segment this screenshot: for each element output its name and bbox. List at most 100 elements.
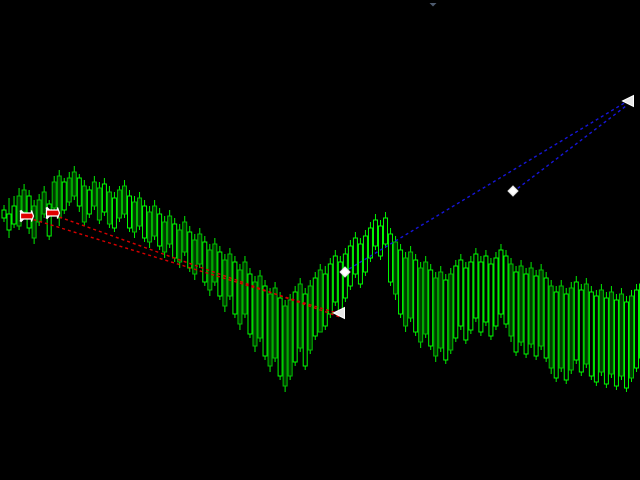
candle-body	[337, 261, 343, 313]
candle-body	[262, 285, 268, 357]
candle-body	[558, 285, 564, 369]
candle-body	[593, 295, 599, 383]
candle-body	[317, 269, 323, 333]
candle-body	[528, 267, 534, 345]
sell-signal-arrow-1[interactable]	[19, 209, 35, 223]
candle-body	[357, 243, 363, 285]
support-line-main[interactable]	[343, 101, 627, 273]
candle-body	[227, 253, 233, 297]
candle-body	[162, 221, 168, 253]
candle-body	[277, 297, 283, 377]
cursor-artifact-layer	[429, 3, 437, 7]
candle-body	[438, 271, 444, 349]
candle-body	[543, 277, 549, 359]
candle-body	[232, 261, 238, 315]
candle-body	[86, 189, 92, 215]
candle-body	[634, 289, 640, 369]
candle-body	[121, 185, 127, 215]
candle-body	[398, 249, 404, 315]
candle-body	[629, 295, 634, 379]
candle-body	[11, 205, 17, 225]
anchor-triangle-left-2[interactable]	[621, 94, 634, 108]
candle-body	[127, 195, 132, 229]
candle-body	[553, 291, 559, 379]
candle-body	[187, 231, 193, 269]
candle-body	[287, 299, 293, 377]
candle-body	[468, 261, 474, 331]
candle-body	[598, 289, 604, 373]
candle-body	[453, 265, 459, 339]
candle-body	[222, 259, 228, 307]
candle-body	[362, 235, 368, 273]
candle-body	[307, 285, 313, 351]
trendline-overlay-layer[interactable]	[21, 101, 627, 318]
sell-signal-arrow-2[interactable]	[45, 206, 61, 220]
candle-body	[413, 259, 419, 333]
candle-body	[132, 201, 138, 233]
candle-body	[247, 273, 253, 335]
buy-signal-node-1[interactable]	[339, 266, 351, 278]
candle-body	[237, 269, 243, 325]
candle-body	[433, 277, 439, 357]
candle-body	[21, 189, 27, 213]
candle-body	[192, 239, 198, 275]
candle-body	[383, 217, 389, 245]
signal-marker-layer[interactable]	[19, 94, 634, 320]
candle-body	[418, 267, 424, 343]
candle-body	[608, 291, 614, 375]
candle-body	[518, 265, 524, 343]
candle-body	[81, 185, 87, 223]
candle-body	[588, 291, 594, 377]
candle-body	[56, 175, 62, 219]
candle-body	[393, 241, 399, 295]
candle-body	[292, 291, 298, 363]
candle-body	[91, 181, 97, 207]
candle-body	[71, 171, 77, 197]
resistance-line-lower[interactable]	[47, 212, 341, 318]
candle-body	[493, 257, 499, 327]
candle-body	[388, 233, 394, 283]
candle-body	[26, 195, 32, 229]
candle-body	[508, 263, 514, 337]
candle-body	[76, 177, 82, 207]
candle-body	[498, 249, 504, 315]
anchor-triangle-left-1[interactable]	[332, 306, 345, 320]
candle-body	[332, 255, 338, 303]
candle-body	[116, 189, 122, 219]
candle-body	[428, 269, 434, 347]
candle-body	[423, 261, 429, 335]
candle-body	[36, 199, 42, 223]
candle-body	[618, 293, 624, 377]
candle-body	[513, 271, 519, 353]
candle-body	[463, 267, 469, 341]
candle-body	[408, 251, 414, 319]
candle-body	[157, 213, 163, 247]
candle-body	[367, 227, 373, 259]
buy-signal-node-2[interactable]	[507, 185, 519, 197]
candle-body	[152, 205, 158, 237]
candle-body	[533, 275, 539, 357]
candle-body	[352, 237, 358, 275]
candle-body	[563, 293, 569, 381]
candle-body	[167, 215, 173, 245]
candle-body	[302, 293, 308, 367]
candle-body	[137, 197, 143, 227]
candle-body	[182, 221, 188, 253]
candle-body	[322, 273, 328, 327]
candle-body	[473, 253, 479, 319]
candle-body	[403, 257, 409, 327]
candle-body	[488, 263, 494, 337]
candle-body	[31, 205, 37, 239]
candle-body	[327, 263, 333, 315]
candle-body	[372, 219, 378, 247]
candle-body	[378, 225, 383, 257]
candle-body	[106, 191, 112, 225]
mouse-cursor-artifact	[429, 3, 437, 7]
candle-body	[478, 261, 484, 333]
candle-body	[347, 245, 353, 287]
candle-body	[458, 259, 464, 327]
candle-body	[272, 287, 278, 359]
